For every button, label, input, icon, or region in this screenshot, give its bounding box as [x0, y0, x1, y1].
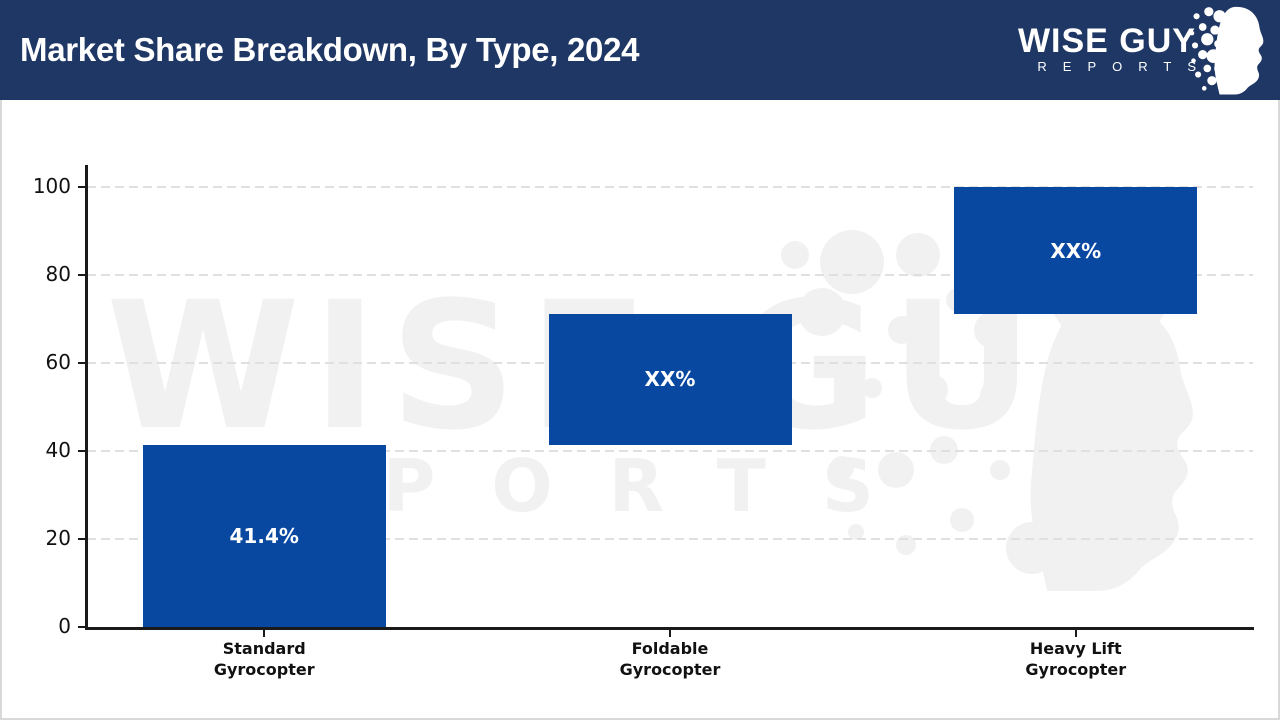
bar-segment: 41.4%	[142, 444, 386, 627]
x-axis-line	[85, 627, 1254, 630]
gridline	[87, 450, 1253, 452]
y-tick	[78, 450, 87, 452]
x-tick	[669, 629, 671, 637]
page-title: Market Share Breakdown, By Type, 2024	[20, 31, 640, 68]
y-tick-label: 80	[45, 262, 71, 286]
y-tick-label: 60	[45, 350, 71, 374]
x-tick-label: Heavy Lift Gyrocopter	[1025, 639, 1127, 679]
y-tick	[78, 538, 87, 540]
header-bar: Market Share Breakdown, By Type, 2024 WI…	[0, 0, 1280, 100]
y-axis-line	[85, 165, 88, 630]
x-tick	[1074, 629, 1077, 637]
y-tick	[78, 274, 87, 276]
logo-subtitle: REPORTS	[1037, 59, 1212, 74]
face-dots-logo-icon	[1189, 6, 1264, 95]
x-tick-label: Standard Gyrocopter	[213, 639, 315, 679]
gridline	[87, 538, 1253, 540]
watermark-face-dots-icon	[781, 230, 1193, 591]
bar-segment: XX%	[954, 187, 1198, 315]
y-tick	[78, 362, 87, 364]
bar-value-label: 41.4%	[229, 523, 299, 548]
x-tick-label: Foldable Gyrocopter	[619, 639, 721, 679]
x-tick	[263, 629, 266, 637]
logo-wordmark: WISE GUY	[1017, 22, 1196, 60]
bar-segment: XX%	[548, 314, 792, 445]
y-tick-label: 100	[32, 174, 71, 198]
y-tick-label: 0	[58, 614, 71, 638]
bar-value-label: XX%	[1050, 238, 1102, 263]
wiseguy-logo: WISE GUY REPORTS	[1018, 4, 1274, 96]
y-tick-label: 20	[45, 526, 71, 550]
gridline	[87, 186, 1253, 188]
y-tick	[78, 626, 87, 628]
bar-value-label: XX%	[644, 367, 696, 392]
y-tick	[78, 186, 87, 188]
gridline	[87, 274, 1253, 276]
y-tick-label: 40	[45, 438, 71, 462]
logo-text: WISE GUY REPORTS	[1018, 24, 1196, 76]
